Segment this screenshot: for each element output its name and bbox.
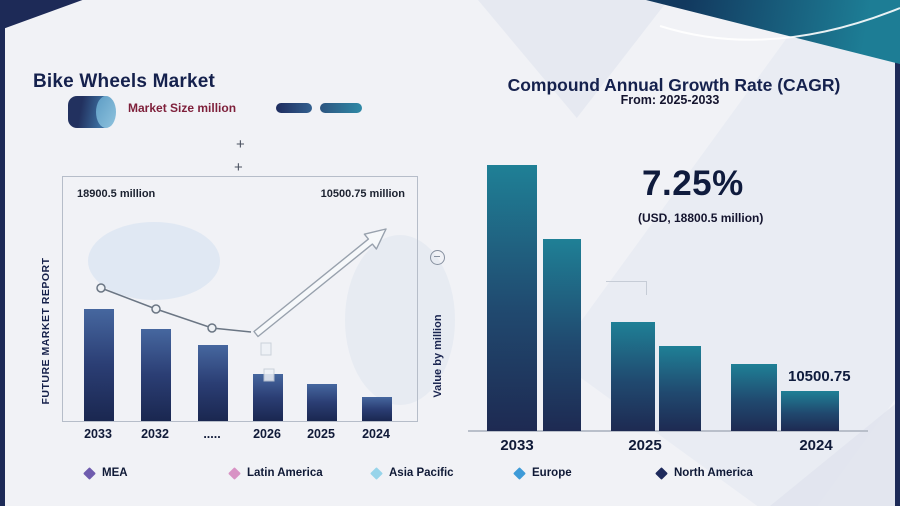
legend-label: Latin America bbox=[247, 467, 323, 479]
cagr-bar-2024-s1 bbox=[731, 364, 777, 431]
decorative-bracket bbox=[606, 281, 647, 295]
x-label-2026: 2026 bbox=[253, 427, 281, 441]
side-watermark-label: FUTURE MARKET REPORT bbox=[40, 257, 52, 405]
bar-data-label: 10500.75 bbox=[788, 368, 851, 385]
legend-diamond bbox=[655, 466, 668, 480]
x-label-dots: ..... bbox=[203, 427, 221, 441]
cagr-bar-2024-s2 bbox=[781, 391, 839, 431]
right-edge-strip bbox=[895, 48, 900, 506]
cagr-bars bbox=[470, 165, 870, 431]
legend-diamond bbox=[513, 466, 526, 480]
legend-item-asia-pacific: Asia Pacific bbox=[370, 466, 454, 480]
market-size-bars bbox=[63, 177, 417, 421]
legend-item-north-america: North America bbox=[655, 466, 753, 480]
plus-icon: + bbox=[234, 159, 243, 176]
pill-shape-icon bbox=[276, 103, 312, 113]
trend-line-arrow bbox=[96, 228, 387, 382]
market-bar-2026 bbox=[253, 374, 283, 421]
cagr-bar-2033-s1 bbox=[487, 165, 537, 431]
chart-start-value-label: 18900.5 million bbox=[77, 188, 156, 200]
minus-circle-icon bbox=[430, 250, 445, 265]
corner-curve-line bbox=[659, 7, 900, 41]
legend-label: MEA bbox=[102, 467, 128, 479]
decorative-ellipse-left bbox=[88, 222, 220, 300]
cagr-value: 7.25% bbox=[642, 164, 744, 203]
cagr-note: (USD, 18800.5 million) bbox=[638, 211, 764, 225]
x-label-2032: 2032 bbox=[141, 427, 169, 441]
market-bar-2024 bbox=[362, 397, 392, 421]
pill-shape-icon bbox=[320, 103, 362, 113]
chart-end-value-label: 10500.75 million bbox=[320, 188, 405, 200]
cagr-title: Compound Annual Growth Rate (CAGR) bbox=[507, 74, 841, 95]
top-left-corner-band bbox=[0, 0, 90, 33]
legend-label: Asia Pacific bbox=[389, 467, 454, 479]
legend-diamond bbox=[83, 466, 96, 480]
x-label-2033: 2033 bbox=[84, 427, 112, 441]
x-label-2025-right: 2025 bbox=[628, 437, 662, 454]
x-label-2024: 2024 bbox=[362, 427, 390, 441]
y-axis-label: Value by million bbox=[432, 314, 444, 398]
legend-label: North America bbox=[674, 467, 753, 479]
left-edge-strip bbox=[0, 0, 5, 506]
cagr-bar-2025-s1 bbox=[611, 322, 655, 431]
legend-diamond bbox=[228, 466, 241, 480]
plus-icon: + bbox=[236, 136, 245, 153]
market-size-chart: 18900.5 million 10500.75 million bbox=[62, 176, 418, 422]
x-label-2025: 2025 bbox=[307, 427, 335, 441]
cagr-bar-2025-s2 bbox=[659, 346, 701, 431]
market-size-legend-label: Market Size million bbox=[128, 101, 237, 115]
axis-baseline bbox=[468, 430, 868, 432]
market-bar-..... bbox=[198, 345, 228, 421]
legend-item-europe: Europe bbox=[513, 466, 572, 480]
market-bar-2032 bbox=[141, 329, 171, 421]
legend-item-mea: MEA bbox=[83, 466, 128, 480]
legend-label: Europe bbox=[532, 467, 572, 479]
cagr-bar-2033-s2 bbox=[543, 239, 581, 431]
x-label-2024-right: 2024 bbox=[799, 437, 833, 454]
legend-diamond bbox=[370, 466, 383, 480]
legend-item-latin-america: Latin America bbox=[228, 466, 323, 480]
x-label-2033-right: 2033 bbox=[500, 437, 534, 454]
page-title: Bike Wheels Market bbox=[33, 70, 216, 92]
cylinder-icon-cap bbox=[96, 96, 116, 128]
market-bar-2025 bbox=[307, 384, 337, 421]
market-bar-2033 bbox=[84, 309, 114, 421]
cagr-subtitle: From: 2025-2033 bbox=[620, 93, 720, 107]
